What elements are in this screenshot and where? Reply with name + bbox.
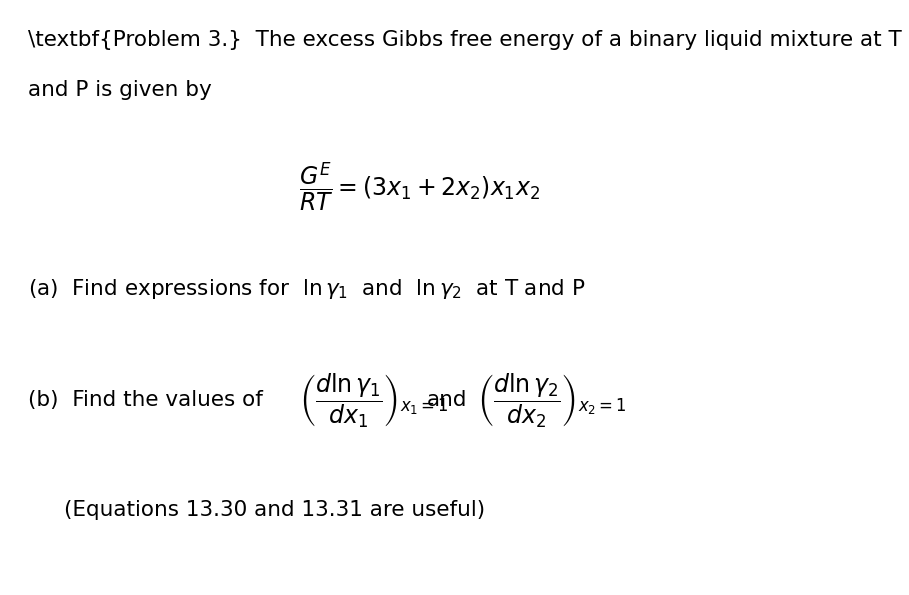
Text: (b)  Find the values of: (b) Find the values of: [28, 390, 264, 410]
Text: and: and: [427, 390, 467, 410]
Text: $\left( \dfrac{d \ln \gamma_1}{dx_1} \right)_{x_1 = 1}$: $\left( \dfrac{d \ln \gamma_1}{dx_1} \ri…: [299, 372, 449, 430]
Text: \textbf{Problem 3.}  The excess Gibbs free energy of a binary liquid mixture at : \textbf{Problem 3.} The excess Gibbs fre…: [28, 30, 903, 50]
Text: (Equations 13.30 and 13.31 are useful): (Equations 13.30 and 13.31 are useful): [64, 500, 485, 520]
Text: $\dfrac{G^{E}}{RT} = (3x_1 + 2x_2)x_1 x_2$: $\dfrac{G^{E}}{RT} = (3x_1 + 2x_2)x_1 x_…: [299, 161, 540, 213]
Text: (a)  Find expressions for  $\ln \gamma_1$  and  $\ln \gamma_2$  at T and P: (a) Find expressions for $\ln \gamma_1$ …: [28, 277, 586, 300]
Text: and P is given by: and P is given by: [28, 80, 212, 101]
Text: $\left( \dfrac{d \ln \gamma_2}{dx_2} \right)_{x_2 = 1}$: $\left( \dfrac{d \ln \gamma_2}{dx_2} \ri…: [476, 372, 626, 430]
